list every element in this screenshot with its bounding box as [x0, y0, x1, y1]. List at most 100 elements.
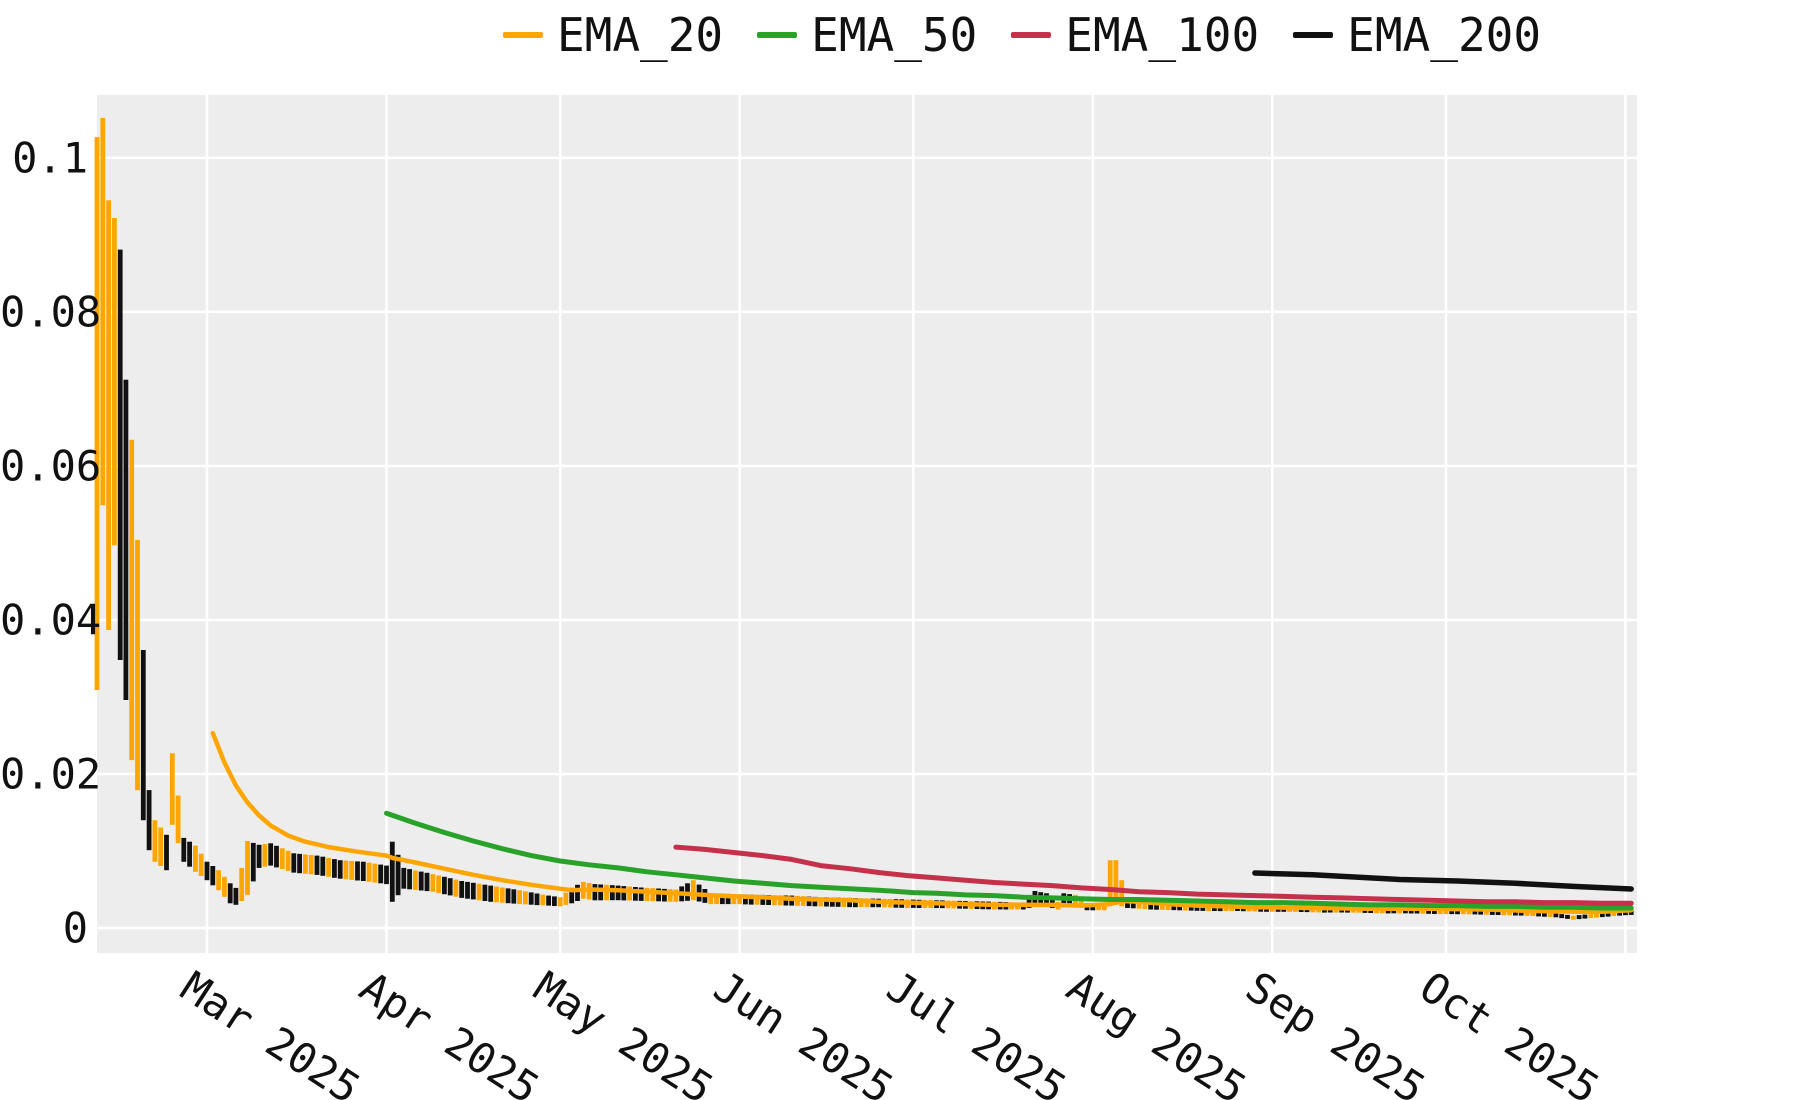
price-bar	[436, 875, 441, 894]
price-bar	[1437, 909, 1443, 915]
price-bar	[106, 200, 111, 631]
price-bar	[470, 882, 476, 900]
price-bar	[517, 890, 522, 905]
legend-label: EMA_20	[556, 8, 724, 62]
price-bar	[1148, 903, 1154, 910]
price-bar	[256, 844, 262, 868]
price-bar	[609, 885, 615, 901]
price-bar	[268, 843, 274, 866]
legend-item-ema_20: EMA_20	[502, 8, 724, 62]
price-bar	[1142, 902, 1148, 910]
price-bar	[1594, 913, 1599, 918]
price-bar	[1026, 896, 1032, 908]
y-tick-label: 0	[62, 903, 88, 953]
price-bar	[123, 379, 129, 700]
price-bar	[766, 895, 771, 905]
price-bar	[615, 885, 621, 901]
price-bar	[1113, 860, 1119, 905]
price-bar	[1570, 915, 1576, 920]
price-bar	[332, 859, 337, 878]
price-bar	[1391, 909, 1397, 914]
price-bar	[1484, 910, 1489, 915]
price-bar	[1449, 909, 1455, 915]
price-bar	[1432, 909, 1437, 914]
price-bar	[1501, 911, 1507, 916]
price-bar	[1559, 914, 1565, 919]
y-tick-label: 0.02	[0, 749, 102, 799]
price-bar	[494, 886, 499, 903]
price-bar	[1472, 910, 1478, 915]
price-bar	[1588, 914, 1594, 919]
price-bar	[349, 861, 355, 880]
ema-line-ema_100	[673, 844, 1634, 906]
legend-line-swatch-icon	[757, 32, 798, 38]
price-bar	[158, 827, 164, 866]
price-bar	[407, 869, 412, 890]
price-bar	[129, 439, 135, 761]
price-bar	[239, 867, 245, 901]
price-bar	[193, 845, 198, 872]
price-bar	[135, 539, 140, 791]
price-bar	[1414, 909, 1420, 914]
price-bar	[662, 888, 667, 902]
price-bar	[355, 861, 360, 881]
price-bar	[250, 842, 256, 882]
price-bar	[442, 876, 447, 895]
price-bar	[1385, 908, 1391, 914]
price-bar	[1460, 910, 1466, 915]
price-bar	[1130, 901, 1136, 909]
price-bar	[737, 894, 742, 905]
price-bar	[413, 870, 418, 890]
price-bar	[175, 795, 181, 844]
price-bar	[216, 870, 221, 891]
price-bar	[274, 845, 279, 868]
price-bar	[818, 897, 824, 907]
ema-line-ema_20	[210, 730, 1634, 915]
price-bar	[604, 884, 609, 901]
price-bar	[598, 884, 604, 901]
price-bar	[1565, 914, 1570, 919]
price-bar	[1628, 910, 1634, 915]
price-bar	[1518, 911, 1524, 916]
price-bar	[1623, 910, 1628, 916]
ema-line-ema_50	[384, 810, 1634, 911]
price-bar	[841, 897, 847, 907]
price-bar	[453, 879, 459, 897]
price-bar	[1379, 908, 1385, 914]
legend: EMA_20 EMA_50 EMA_100 EMA_200	[502, 8, 1542, 62]
legend-label: EMA_200	[1347, 8, 1542, 62]
price-bar	[1183, 904, 1188, 911]
price-bar	[1125, 900, 1130, 908]
price-bar	[633, 887, 638, 901]
price-bar	[1466, 910, 1472, 915]
price-bar	[1582, 914, 1588, 919]
price-bar	[222, 876, 227, 897]
ema-line-ema_200	[1252, 870, 1634, 892]
price-bar	[1513, 911, 1518, 916]
y-tick-label: 0.08	[0, 287, 102, 337]
price-bar	[94, 137, 100, 691]
price-bar	[1547, 913, 1553, 917]
y-tick-label: 0.1	[12, 133, 88, 183]
price-bar	[1536, 912, 1541, 917]
price-bar	[708, 893, 714, 905]
price-bar	[314, 855, 320, 875]
price-bar	[499, 887, 505, 903]
price-bar	[1136, 901, 1142, 909]
price-bar	[690, 880, 696, 901]
price-bar	[1611, 911, 1617, 916]
y-tick-label: 0.04	[0, 595, 102, 645]
price-bar	[210, 866, 216, 886]
price-bar	[760, 894, 766, 905]
price-bar	[459, 881, 465, 898]
price-bar	[511, 889, 517, 904]
price-bar	[181, 837, 187, 862]
price-bar	[1478, 910, 1484, 915]
price-bar	[592, 884, 598, 901]
price-bar	[725, 893, 731, 905]
price-bar	[112, 218, 117, 546]
price-bar	[1102, 904, 1107, 911]
price-bar	[644, 887, 650, 901]
price-bar	[430, 874, 436, 892]
price-bar	[743, 894, 748, 905]
